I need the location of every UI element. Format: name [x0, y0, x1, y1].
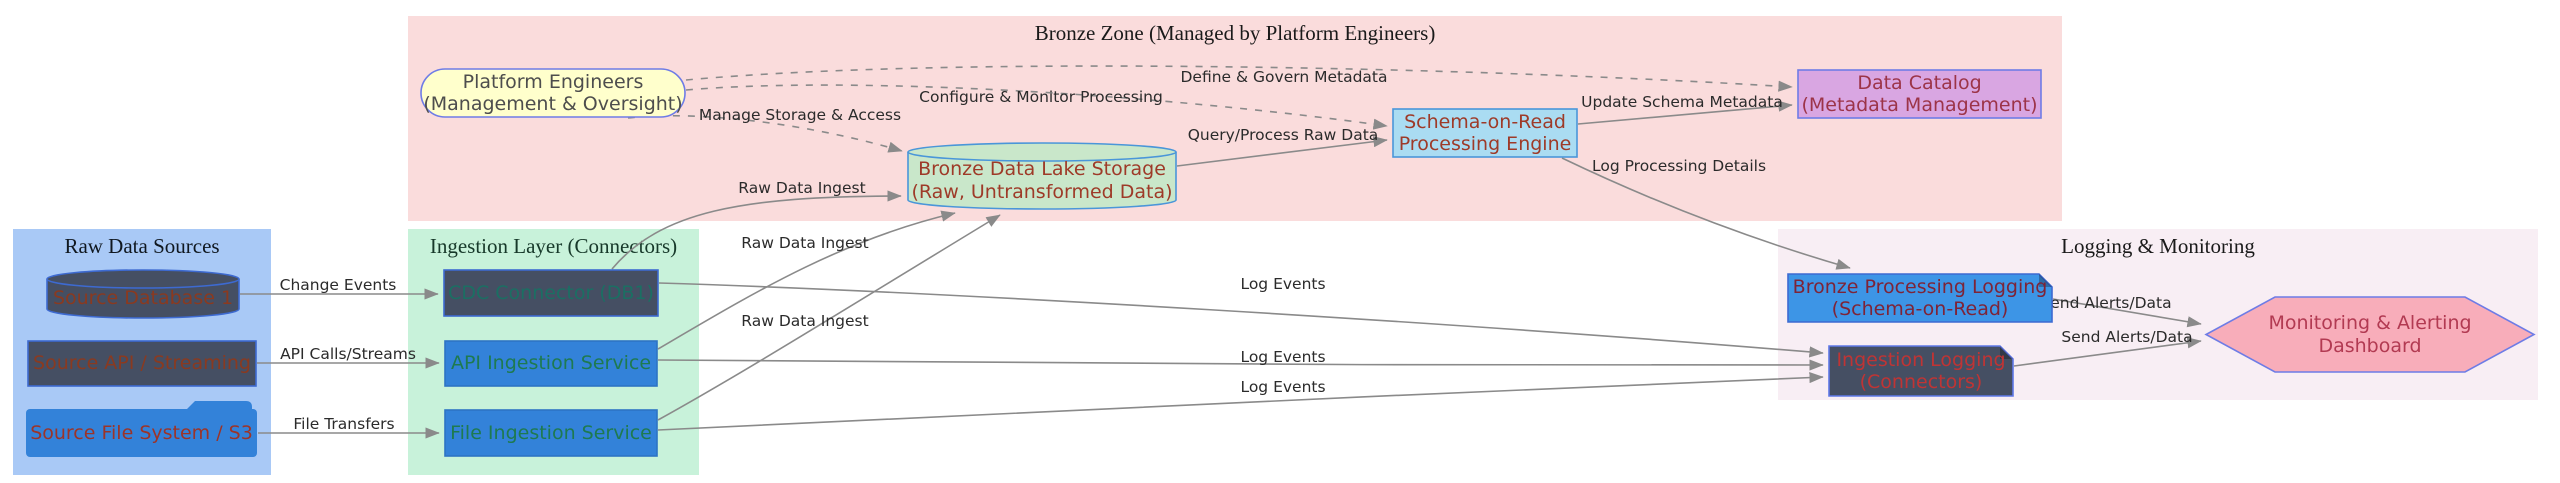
node-src-file: Source File System / S3 — [25, 400, 258, 458]
edge-label-configure-monitor-processing: Configure & Monitor Processing — [919, 88, 1163, 106]
edge-label-query-process-raw-data: Query/Process Raw Data — [1187, 126, 1379, 144]
zone-title-logging: Logging & Monitoring — [2061, 234, 2255, 258]
edge-label-change-events: Change Events — [279, 276, 397, 294]
node-src-db: Source Database 1 — [46, 269, 240, 319]
edge-file_ing-to-il — [657, 371, 1824, 431]
edge-label-send-alerts-data: Send Alerts/Data — [2040, 294, 2172, 312]
node-file-ing: File Ingestion Service — [444, 409, 658, 457]
node-storage: Bronze Data Lake Storage (Raw, Untransfo… — [907, 142, 1177, 210]
rect-shape — [1392, 108, 1578, 158]
edge-cdc-to-storage — [611, 190, 902, 270]
edge-label-log-events: Log Events — [1240, 348, 1326, 366]
edge-pe-to-engine — [685, 84, 1388, 130]
edge-label-api-calls-streams: API Calls/Streams — [280, 345, 416, 363]
rect-shape — [443, 269, 659, 317]
edge-api_ing-to-storage — [657, 210, 956, 350]
edge-pe-to-catalog — [685, 65, 1793, 92]
edge-label-log-processing-details: Log Processing Details — [1591, 157, 1767, 175]
edge-label-send-alerts-data: Send Alerts/Data — [2061, 328, 2193, 346]
cylinder-shape — [46, 269, 240, 319]
node-catalog: Data Catalog (Metadata Management) — [1797, 69, 2042, 119]
rect-shape — [1797, 69, 2042, 119]
folder-shape — [26, 401, 257, 457]
rect-shape — [444, 340, 658, 387]
node-cdc: CDC Connector (DB1) — [443, 269, 659, 317]
zone-bronze: Bronze Zone (Managed by Platform Enginee… — [408, 16, 2062, 221]
edge-cdc-to-il — [658, 282, 1824, 358]
node-pe: Platform Engineers (Management & Oversig… — [420, 68, 686, 118]
rect-shape — [27, 340, 257, 387]
cylinder-shape — [907, 142, 1177, 210]
node-dash: Monitoring & Alerting Dashboard — [2204, 296, 2536, 373]
edge-engine-to-bpl — [1561, 157, 1851, 270]
edge-file_ing-to-storage — [657, 214, 1001, 421]
edge-label-define-govern-metadata: Define & Govern Metadata — [1180, 68, 1388, 86]
edge-engine-to-catalog — [1577, 100, 1793, 125]
note-shape — [1787, 273, 2053, 323]
edge-storage-to-engine — [1176, 136, 1388, 167]
zone-title-bronze: Bronze Zone (Managed by Platform Enginee… — [1034, 21, 1436, 45]
note-shape — [1828, 345, 2014, 397]
hexagon-shape — [2204, 296, 2536, 373]
zone-title-sources: Raw Data Sources — [64, 234, 220, 258]
node-src-api: Source API / Streaming — [27, 340, 257, 387]
node-api-ing: API Ingestion Service — [444, 340, 658, 387]
edge-label-update-schema-metadata: Update Schema Metadata — [1581, 93, 1783, 111]
stadium-shape — [420, 68, 686, 118]
edge-label-log-events: Log Events — [1240, 275, 1326, 293]
node-engine: Schema-on-Read Processing Engine — [1392, 108, 1578, 158]
edge-label-manage-storage-access: Manage Storage & Access — [698, 106, 902, 124]
edge-label-file-transfers: File Transfers — [293, 415, 395, 433]
edge-bpl-to-dash — [2052, 298, 2202, 328]
node-il: Ingestion Logging (Connectors) — [1828, 345, 2014, 397]
edge-api_ing-to-il — [657, 359, 1824, 371]
edge-label-log-events: Log Events — [1240, 378, 1326, 396]
edge-label-raw-data-ingest: Raw Data Ingest — [741, 312, 869, 330]
node-bpl: Bronze Processing Logging (Schema-on-Rea… — [1787, 273, 2053, 323]
rect-shape — [444, 409, 658, 457]
edge-pe-to-storage — [627, 114, 903, 153]
edge-label-raw-data-ingest: Raw Data Ingest — [741, 234, 869, 252]
edge-label-raw-data-ingest: Raw Data Ingest — [738, 179, 866, 197]
edge-il-to-dash — [2013, 337, 2202, 367]
